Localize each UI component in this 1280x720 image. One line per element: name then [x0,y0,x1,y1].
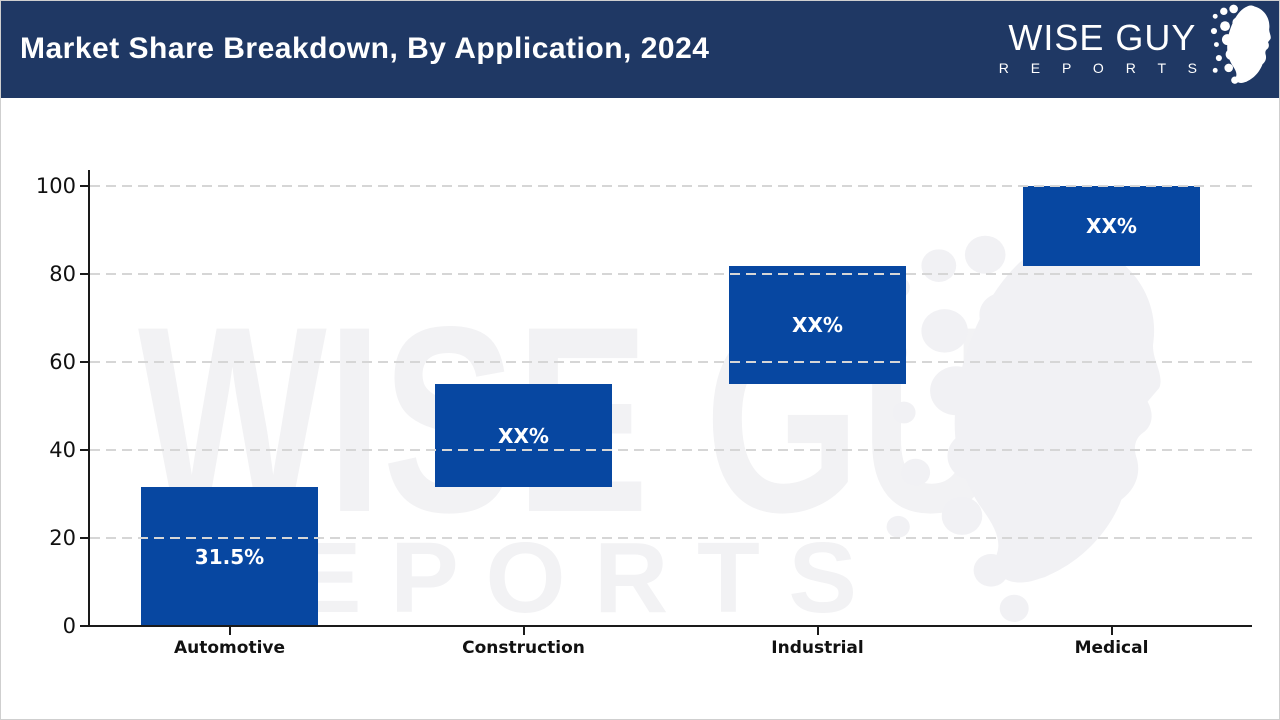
y-tick-100 [80,185,88,187]
y-tick-label-0: 0 [62,614,76,638]
gridline-100 [90,185,1252,187]
category-label-construction: Construction [462,638,585,658]
chart-title: Market Share Breakdown, By Application, … [20,32,710,65]
brand-logo-name: WISE GUY [1008,17,1197,58]
x-tick-construction [522,627,525,635]
bar-industrial [729,266,906,384]
category-label-automotive: Automotive [173,638,286,658]
header-bar: Market Share Breakdown, By Application, … [0,0,1280,98]
y-tick-80 [80,273,88,275]
y-axis-line [88,170,90,627]
bar-value-label-medical: XX% [1086,214,1137,239]
gridline-80 [90,273,1252,275]
brand-logo-text: WISE GUY R E P O R T S [998,17,1206,77]
brand-logo: WISE GUY R E P O R T S [999,4,1272,90]
y-tick-label-40: 40 [49,438,76,462]
y-tick-label-20: 20 [49,526,76,550]
category-label-industrial: Industrial [771,638,864,658]
bar-medical [1023,186,1200,267]
category-label-medical: Medical [1074,638,1149,658]
bar-automotive [141,487,318,626]
gridline-60 [90,361,1252,363]
bar-construction [435,384,612,488]
x-axis-line [88,625,1252,627]
brand-head-icon [1210,4,1271,84]
gridline-40 [90,449,1252,451]
x-tick-automotive [228,627,231,635]
brand-logo-subname: R E P O R T S [998,60,1206,76]
y-tick-20 [80,537,88,539]
y-tick-label-80: 80 [49,262,76,286]
y-tick-0 [80,625,88,627]
x-tick-industrial [816,627,819,635]
y-tick-40 [80,449,88,451]
gridline-20 [90,537,1252,539]
y-tick-label-100: 100 [35,174,76,198]
y-tick-60 [80,361,88,363]
bar-value-label-industrial: XX% [792,313,843,338]
x-tick-medical [1110,627,1113,635]
bar-value-label-automotive: 31.5% [194,544,265,569]
watermark-head-icon [877,235,1161,622]
bar-value-label-construction: XX% [498,423,549,448]
y-tick-label-60: 60 [49,350,76,374]
